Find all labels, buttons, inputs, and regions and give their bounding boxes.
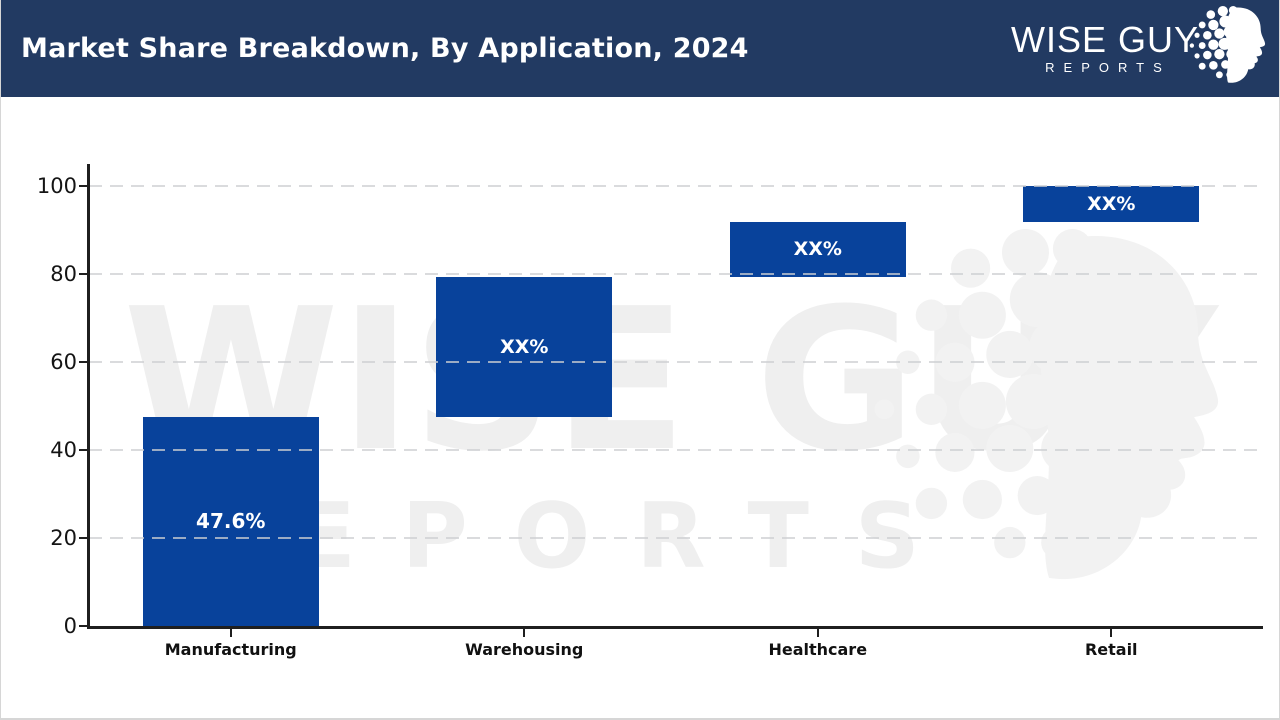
y-tick-label-0: 0 xyxy=(63,614,77,638)
gridline-80 xyxy=(89,273,1263,275)
y-tick-label-20: 20 xyxy=(50,526,77,550)
gridline-20 xyxy=(89,537,1263,539)
y-axis-line xyxy=(87,164,90,628)
watermark-head-icon xyxy=(853,224,1245,626)
y-tick-label-80: 80 xyxy=(50,262,77,286)
bar-healthcare: XX% xyxy=(729,221,906,278)
x-axis-line xyxy=(87,626,1263,629)
bar-value-label: 47.6% xyxy=(196,509,266,534)
y-tick-100 xyxy=(79,185,88,187)
y-tick-60 xyxy=(79,361,88,363)
logo-subtitle: REPORTS xyxy=(1045,60,1171,75)
x-axis-label-manufacturing: Manufacturing xyxy=(164,640,297,659)
x-tick-manufacturing xyxy=(229,628,232,637)
x-tick-healthcare xyxy=(816,628,819,637)
wiseguy-logo: WISE GUY REPORTS xyxy=(1011,4,1271,94)
bar-value-label: XX% xyxy=(500,335,549,358)
y-tick-label-60: 60 xyxy=(50,350,77,374)
y-tick-0 xyxy=(79,625,88,627)
logo-wordmark: WISE GUY xyxy=(1010,19,1199,60)
chart-title: Market Share Breakdown, By Application, … xyxy=(21,33,749,64)
gridline-40 xyxy=(89,449,1263,451)
y-tick-40 xyxy=(79,449,88,451)
x-tick-warehousing xyxy=(523,628,526,637)
x-tick-retail xyxy=(1110,628,1113,637)
y-tick-label-100: 100 xyxy=(36,174,77,198)
bar-retail: XX% xyxy=(1023,186,1200,222)
y-tick-80 xyxy=(79,273,88,275)
gridline-60 xyxy=(89,361,1263,363)
y-tick-20 xyxy=(79,537,88,539)
header-bar: Market Share Breakdown, By Application, … xyxy=(1,0,1279,97)
bar-warehousing: XX% xyxy=(436,277,613,417)
bar-manufacturing: 47.6% xyxy=(142,416,319,626)
y-tick-label-40: 40 xyxy=(50,438,77,462)
x-axis-label-healthcare: Healthcare xyxy=(768,640,868,659)
bar-value-label: XX% xyxy=(793,238,842,261)
x-axis-label-retail: Retail xyxy=(1084,640,1138,659)
x-axis-label-warehousing: Warehousing xyxy=(465,640,584,659)
gridline-100 xyxy=(89,185,1263,187)
bar-value-label: XX% xyxy=(1087,192,1136,215)
